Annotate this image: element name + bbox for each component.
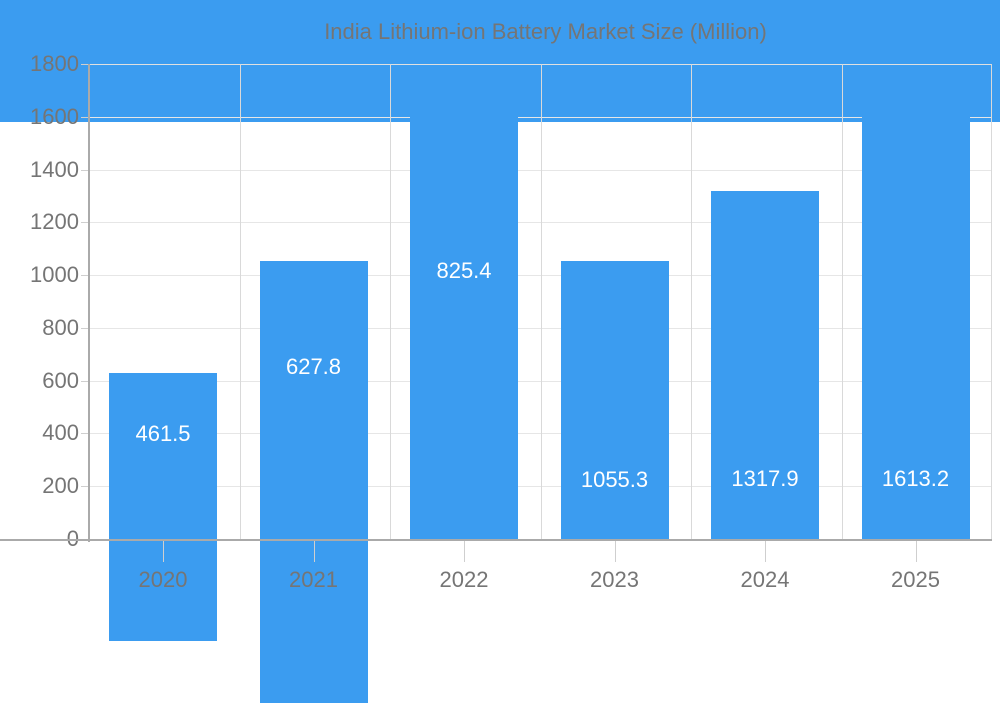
x-axis-tick-label: 2024: [740, 567, 790, 592]
bar-2023[interactable]: 1055.3: [560, 260, 669, 539]
gridline-vertical: [239, 64, 241, 539]
y-axis-tick-mark: [81, 486, 89, 488]
y-axis-tick-label: 600: [42, 367, 79, 393]
gridline-vertical: [841, 64, 843, 539]
y-axis-tick-mark: [81, 433, 89, 435]
y-axis-tick-mark: [81, 327, 89, 329]
y-axis-tick-label: 1400: [30, 156, 79, 182]
x-axis-tick-mark: [163, 541, 164, 562]
bar-2021[interactable]: 627.8: [259, 260, 368, 703]
y-axis-tick-mark: [81, 380, 89, 382]
x-axis-tick-mark: [765, 541, 766, 562]
x-axis-tick-mark: [915, 541, 917, 562]
x-axis-tick-mark: [313, 541, 315, 562]
bar-value-label: 461.5: [109, 423, 217, 642]
x-axis-line: [0, 539, 992, 541]
y-axis-tick-label: 400: [42, 420, 79, 446]
y-axis-tick-label: 1200: [30, 209, 79, 235]
y-axis-line: [88, 64, 90, 542]
y-axis-tick-label: 1800: [30, 51, 79, 76]
x-axis-tick-mark: [464, 541, 465, 562]
bar-2022[interactable]: 825.4: [410, 113, 518, 539]
bar-value-label: 1055.3: [580, 466, 649, 492]
y-axis-tick-label: 0: [0, 528, 79, 550]
y-axis-tick-label: 1600: [30, 103, 79, 129]
x-axis: 2020 2021 2022 2023 2024 2025: [89, 541, 992, 600]
bar-value-label: 1613.2: [881, 466, 950, 492]
gridline-vertical: [991, 64, 992, 539]
y-axis: 0 200 400 600 800 1000 1200 1400 1600 18…: [0, 53, 1000, 550]
bar-value-label: 1317.9: [731, 466, 799, 492]
gridline-vertical: [691, 64, 692, 539]
bar-2020[interactable]: 461.5: [109, 373, 217, 642]
bar-value-label: 627.8: [259, 355, 368, 703]
y-axis-tick-mark: [81, 222, 89, 224]
y-axis-tick-mark: [81, 169, 89, 171]
legend-color-swatch-icon: [233, 19, 314, 45]
legend-item-series-0[interactable]: India Lithium-ion Battery Market Size (M…: [233, 19, 767, 45]
bar-2024[interactable]: 1317.9: [711, 191, 819, 539]
x-axis-tick-label: 2023: [590, 567, 639, 592]
y-axis-tick-label: 200: [42, 473, 79, 499]
plot-area: 461.5 627.8 825.4 1055.3 1317.9 1613.2: [0, 64, 992, 703]
x-axis-tick-label: 2020: [138, 567, 188, 592]
x-axis-tick-label: 2021: [289, 567, 338, 592]
bar-2025[interactable]: 1613.2: [861, 113, 970, 539]
chart-legend: India Lithium-ion Battery Market Size (M…: [0, 0, 1000, 64]
gridline-vertical: [540, 64, 542, 539]
gridline-vertical: [390, 64, 391, 539]
y-axis-tick-mark: [81, 116, 89, 118]
y-axis-tick-label: 1000: [30, 262, 79, 288]
y-axis-tick-label: 800: [42, 314, 79, 340]
y-axis-tick-mark: [81, 64, 89, 65]
x-axis-tick-label: 2025: [891, 567, 940, 592]
x-axis-tick-mark: [614, 541, 616, 562]
x-axis-tick-label: 2022: [439, 567, 489, 592]
legend-label: India Lithium-ion Battery Market Size (M…: [324, 19, 767, 44]
bar-value-label: 825.4: [436, 258, 492, 284]
y-axis-tick-mark: [81, 275, 89, 277]
